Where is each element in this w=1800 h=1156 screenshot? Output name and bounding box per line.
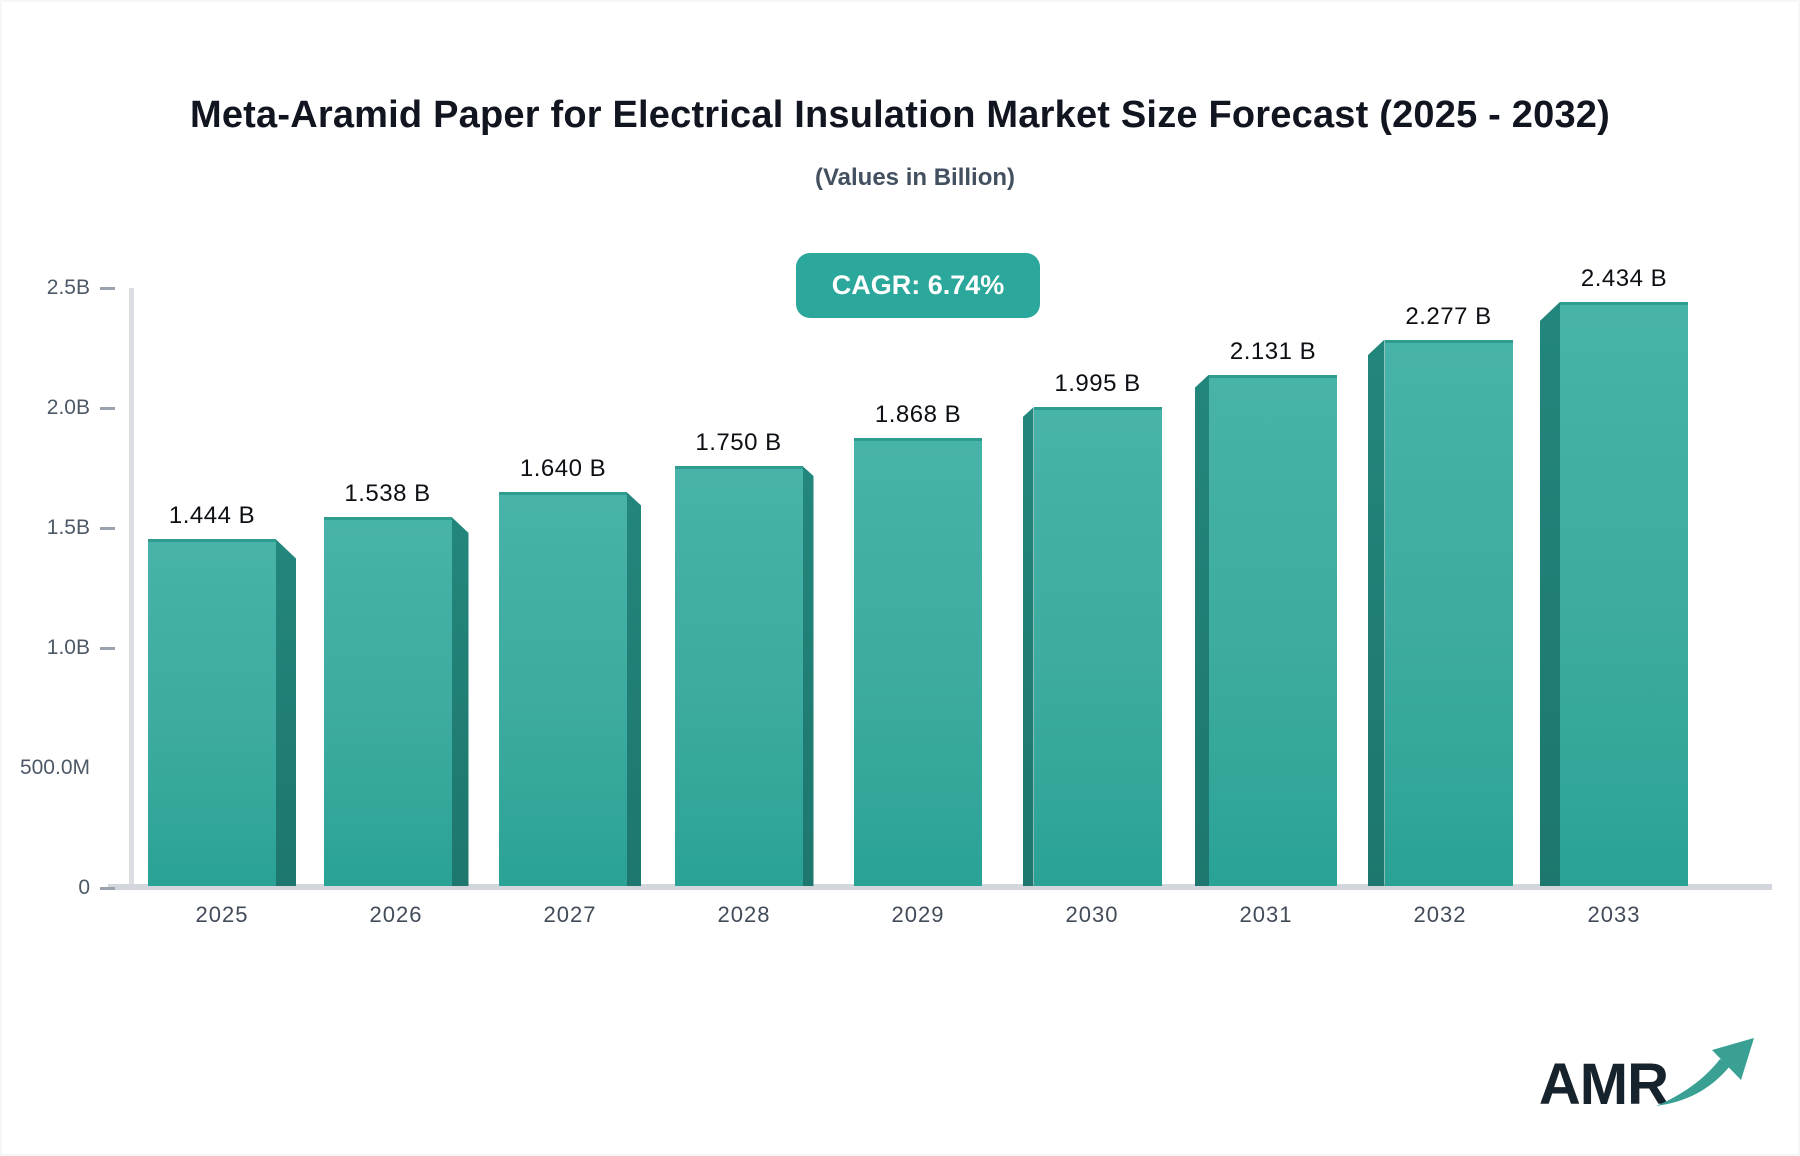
bar-side-face-2026 [451, 516, 469, 886]
y-tick-dash [100, 647, 115, 650]
bar-value-label-2028: 1.750 B [695, 429, 782, 456]
cagr-badge-wrapper: CAGR: 6.74% [135, 253, 1701, 318]
bar-2032 [1384, 339, 1513, 886]
y-tick-label: 2.0B [46, 396, 90, 419]
bar-2026 [323, 516, 452, 886]
x-axis-label-2033: 2033 [1587, 902, 1641, 927]
x-axis-baseline [108, 884, 1772, 890]
bar-2027 [499, 492, 627, 886]
y-tick-dash [100, 407, 115, 410]
x-axis-label-2030: 2030 [1065, 902, 1119, 927]
bar-value-label-2026: 1.538 B [344, 479, 431, 507]
x-axis-label-2027: 2027 [543, 902, 597, 927]
bar-2031 [1209, 374, 1337, 886]
bar-value-label-2025: 1.444 B [168, 502, 256, 530]
x-axis-label-2026: 2026 [369, 902, 423, 927]
y-tick-label: 500.0M [19, 756, 90, 779]
growth-arrow-icon [1656, 1038, 1754, 1106]
cagr-badge: CAGR: 6.74% [795, 253, 1041, 318]
bar-2033 [1560, 301, 1688, 886]
amr-logo: AMR [1539, 1034, 1758, 1114]
x-axis-label-2028: 2028 [717, 902, 771, 927]
x-axis-label-2029: 2029 [891, 902, 945, 927]
bar-value-label-2032: 2.277 B [1405, 302, 1492, 330]
chart-title: Meta-Aramid Paper for Electrical Insulat… [189, 94, 1610, 136]
y-tick-label: 2.5B [46, 276, 90, 299]
bar-2030 [1033, 407, 1162, 886]
bar-side-face-2030 [1022, 407, 1034, 886]
bar-value-label-2031: 2.131 B [1229, 337, 1317, 365]
y-tick-dash [100, 527, 115, 530]
bar-value-label-2027: 1.640 B [519, 455, 607, 483]
bar-2029 [854, 437, 982, 886]
bar-2028 [674, 466, 803, 886]
bar-side-face-2025 [276, 539, 296, 886]
x-axis-label-2025: 2025 [195, 902, 249, 927]
amr-logo-text: AMR [1538, 1052, 1669, 1117]
bar-2025 [148, 539, 276, 886]
bar-side-face-2027 [627, 492, 641, 886]
x-axis-label-2032: 2032 [1413, 902, 1467, 927]
x-axis-label-2031: 2031 [1239, 902, 1293, 927]
bar-side-face-2032 [1367, 339, 1385, 886]
y-tick-label: 0 [78, 876, 90, 899]
y-tick-label: 1.5B [46, 516, 90, 539]
y-axis-line [129, 288, 134, 886]
y-tick-dash [100, 287, 115, 290]
y-tick-label: 1.0B [46, 636, 90, 659]
bar-side-face-2028 [802, 466, 814, 886]
bar-value-label-2030: 1.995 B [1054, 370, 1141, 398]
bar-side-face-2033 [1540, 301, 1560, 886]
bar-value-label-2029: 1.868 B [874, 400, 962, 428]
chart-subtitle: (Values in Billion) [814, 164, 1016, 191]
bar-value-label-2033: 2.434 B [1580, 264, 1668, 292]
bar-side-face-2031 [1195, 374, 1209, 886]
y-tick-dash [100, 887, 115, 890]
